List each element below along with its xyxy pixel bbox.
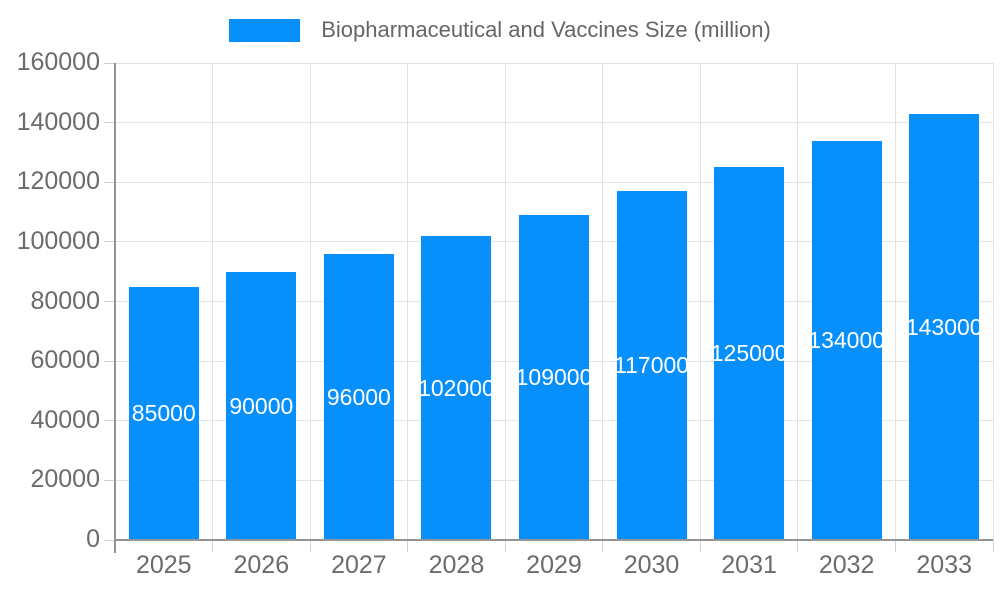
x-axis-tick	[407, 540, 409, 552]
y-axis-label: 100000	[16, 226, 100, 255]
y-axis-tick	[104, 479, 115, 481]
gridline-vertical	[699, 63, 701, 540]
bar-value-label: 102000	[421, 374, 492, 401]
gridline-vertical	[309, 63, 311, 540]
bar-2033[interactable]: 143000	[909, 114, 980, 540]
legend[interactable]: Biopharmaceutical and Vaccines Size (mil…	[0, 18, 1000, 42]
y-axis-tick	[104, 122, 115, 124]
x-axis-tick	[309, 540, 311, 552]
y-axis-label: 0	[86, 525, 100, 553]
x-axis-tick	[602, 540, 604, 552]
bar-2031[interactable]: 125000	[714, 167, 785, 540]
x-axis-tick	[797, 540, 799, 552]
x-axis-line	[115, 539, 993, 541]
bar-2029[interactable]: 109000	[519, 215, 589, 540]
y-axis-tick	[104, 539, 115, 541]
y-axis-label: 80000	[30, 286, 100, 315]
bar-2030[interactable]: 117000	[616, 191, 687, 540]
bar-value-label: 85000	[131, 400, 196, 426]
legend-label: Biopharmaceutical and Vaccines Size (mil…	[321, 17, 771, 42]
y-axis-label: 40000	[30, 405, 100, 434]
gridline-vertical	[894, 63, 896, 540]
x-axis-tick	[992, 540, 994, 552]
gridline-vertical	[504, 63, 506, 540]
bar-2025[interactable]: 85000	[128, 287, 199, 540]
bar-value-label: 90000	[229, 392, 294, 419]
y-axis-label: 60000	[30, 346, 100, 375]
x-axis-label: 2030	[623, 551, 680, 579]
x-axis-tick	[894, 540, 896, 552]
x-axis-label: 2032	[818, 551, 875, 579]
x-axis-label: 2027	[331, 551, 387, 579]
x-axis-label: 2028	[428, 551, 485, 579]
gridline-vertical	[212, 63, 214, 540]
bar-2026[interactable]: 90000	[226, 272, 297, 540]
y-axis-tick	[104, 62, 115, 64]
bar-value-label: 96000	[326, 383, 391, 410]
y-axis-label: 160000	[16, 48, 100, 76]
y-axis-tick	[104, 360, 115, 362]
y-axis-tick	[104, 420, 115, 422]
x-axis-label: 2029	[526, 551, 582, 579]
bar-2027[interactable]: 96000	[323, 254, 394, 540]
bar-value-label: 143000	[909, 313, 980, 340]
y-axis-label: 140000	[16, 107, 100, 136]
x-axis-label: 2033	[916, 551, 973, 579]
y-axis-line	[114, 63, 116, 553]
gridline-horizontal	[115, 62, 993, 64]
bar-value-label: 134000	[811, 327, 882, 353]
x-axis-tick	[699, 540, 701, 552]
x-axis-label: 2031	[721, 551, 777, 579]
gridline-vertical	[797, 63, 799, 540]
x-axis-tick	[504, 540, 506, 552]
y-axis-tick	[104, 301, 115, 302]
gridline-horizontal	[115, 181, 993, 183]
legend-color-swatch-icon	[229, 18, 301, 42]
bar-2032[interactable]: 134000	[811, 141, 882, 540]
bar-value-label: 117000	[616, 352, 687, 378]
gridline-vertical	[602, 63, 604, 540]
y-axis-tick	[104, 241, 115, 243]
x-axis-label: 2025	[135, 551, 192, 579]
gridline-vertical	[992, 63, 994, 540]
y-axis-label: 120000	[16, 167, 100, 196]
gridline-vertical	[407, 63, 409, 540]
y-axis-tick	[104, 181, 115, 183]
bar-2028[interactable]: 102000	[421, 236, 492, 540]
bar-value-label: 125000	[714, 340, 785, 366]
x-axis-label: 2026	[233, 551, 290, 579]
gridline-horizontal	[115, 122, 993, 124]
bar-value-label: 109000	[519, 364, 589, 390]
x-axis-tick	[212, 540, 214, 552]
y-axis-label: 20000	[30, 465, 100, 494]
